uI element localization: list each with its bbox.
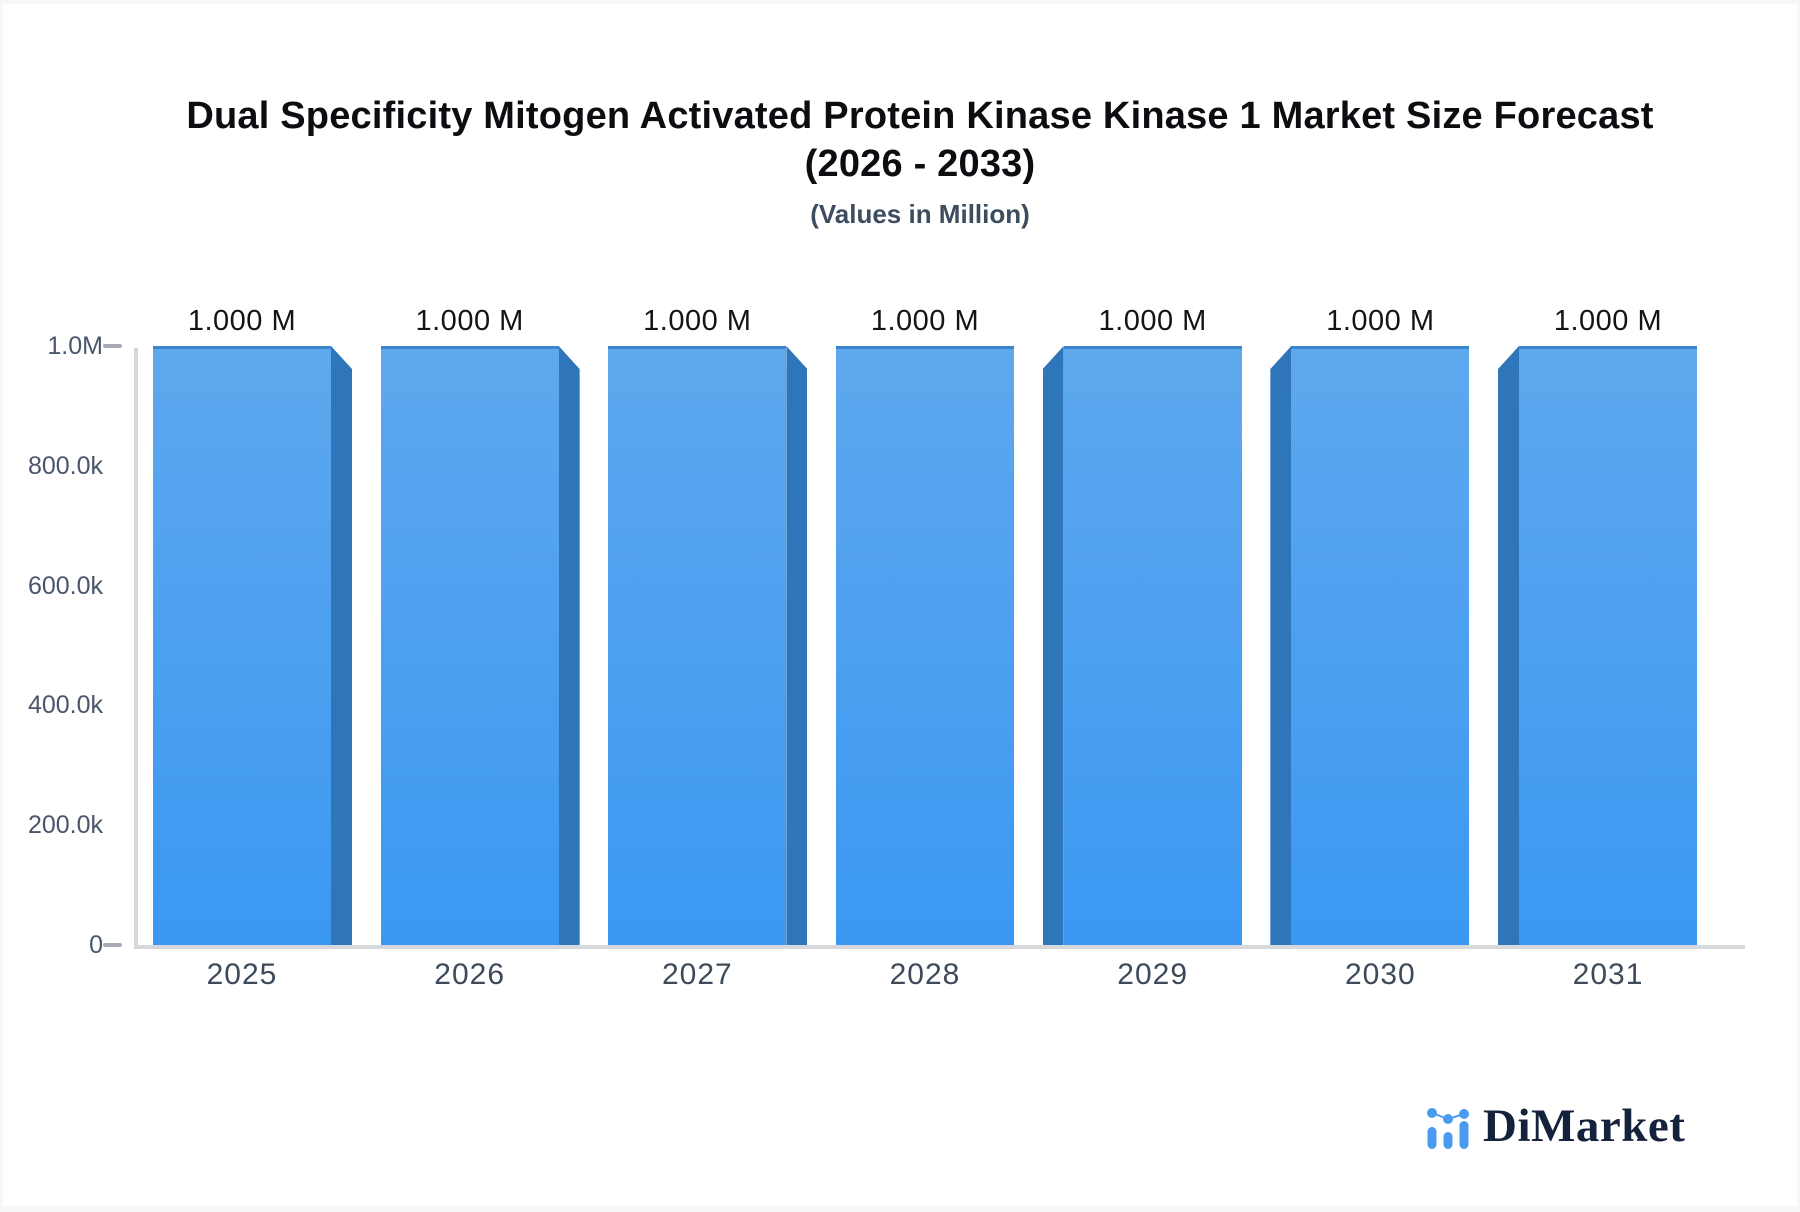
bar-2029[interactable] — [1063, 346, 1242, 945]
x-axis-label: 2031 — [1572, 958, 1644, 991]
bar-2030[interactable] — [1291, 346, 1470, 945]
bar-value-label: 1.000 M — [870, 305, 980, 337]
bar-chart-icon — [1427, 1108, 1469, 1149]
x-axis-line — [134, 945, 1745, 949]
y-axis-tick-label: 600.0k — [27, 571, 103, 600]
x-axis-label: 2029 — [1117, 958, 1189, 991]
x-axis-label: 2030 — [1344, 958, 1416, 991]
bar-2026[interactable] — [380, 346, 559, 945]
x-axis-label: 2026 — [434, 958, 506, 991]
bar-value-label: 1.000 M — [1553, 305, 1663, 337]
y-axis-tick-mark — [103, 344, 122, 348]
bar-value-label: 1.000 M — [187, 305, 297, 337]
y-axis-tick-label: 0 — [89, 931, 103, 959]
bar-value-label: 1.000 M — [643, 305, 752, 337]
chart-subtitle: (Values in Million) — [810, 199, 1030, 229]
chart-header: Dual Specificity Mitogen Activated Prote… — [43, 92, 1797, 230]
chart-title-line2: (2026 - 2033) — [804, 143, 1036, 185]
logo-wordmark: DiMarket — [1483, 1100, 1686, 1152]
dimarket-logo: DiMarket — [1427, 1100, 1685, 1152]
bar-value-label: 1.000 M — [415, 305, 524, 337]
bar-2027[interactable] — [608, 346, 787, 945]
bar-side-facet — [786, 346, 808, 945]
bar-side-facet — [558, 346, 580, 945]
y-axis-tick-mark — [103, 943, 122, 947]
x-axis-label: 2028 — [889, 958, 961, 991]
bar-2031[interactable] — [1519, 346, 1698, 945]
y-axis-line — [134, 348, 138, 946]
bar-side-facet — [1270, 346, 1292, 945]
bar-value-label: 1.000 M — [1326, 305, 1435, 337]
chart-title-line1: Dual Specificity Mitogen Activated Prote… — [186, 95, 1654, 137]
y-axis-tick-label: 1.0M — [47, 332, 103, 360]
bar-chart-plot: 0 200.0k 400.0k 600.0k 800.0k 1.0M 1.000 M 2025… — [3, 4, 1797, 1206]
bar-side-facet — [1042, 346, 1064, 945]
bar-2028[interactable] — [836, 346, 1014, 945]
x-axis-label: 2025 — [206, 958, 278, 991]
y-axis-tick-label: 200.0k — [27, 811, 103, 840]
y-axis-tick-label: 400.0k — [27, 691, 103, 720]
y-axis-tick-label: 800.0k — [27, 451, 103, 480]
bar-value-label: 1.000 M — [1098, 305, 1207, 337]
chart-card: Dual Specificity Mitogen Activated Prote… — [3, 4, 1797, 1206]
bar-2025[interactable] — [153, 346, 331, 945]
bar-side-facet — [331, 346, 352, 945]
bar-side-facet — [1498, 346, 1520, 945]
x-axis-label: 2027 — [661, 958, 733, 991]
